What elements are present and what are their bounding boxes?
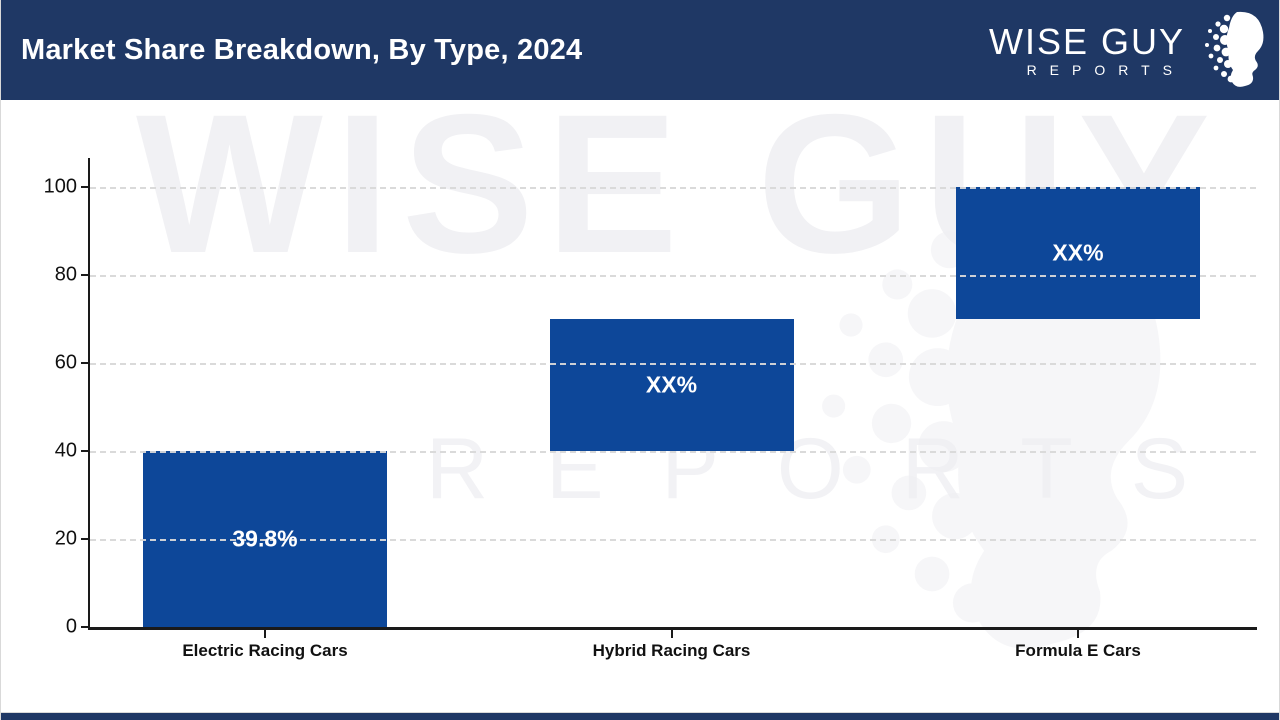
bar-2 bbox=[549, 319, 794, 451]
gridline-100 bbox=[90, 187, 1256, 189]
y-tick-mark-100 bbox=[81, 186, 88, 188]
y-tick-label-40: 40 bbox=[54, 439, 77, 462]
bottom-border bbox=[1, 712, 1279, 713]
y-tick-label-0: 0 bbox=[65, 615, 77, 638]
brand-logo-text: WISE GUY REPORTS bbox=[988, 20, 1185, 78]
brand-subname: REPORTS bbox=[1026, 61, 1185, 78]
page-title: Market Share Breakdown, By Type, 2024 bbox=[21, 33, 583, 66]
y-tick-mark-80 bbox=[81, 274, 88, 276]
y-tick-label-80: 80 bbox=[54, 263, 77, 286]
brand-name: WISE GUY bbox=[988, 20, 1185, 62]
gridline-20 bbox=[90, 539, 1256, 541]
brand-logo: WISE GUY REPORTS bbox=[988, 10, 1279, 90]
x-tick-mark-2 bbox=[670, 630, 673, 638]
footer-bar bbox=[1, 713, 1279, 720]
gridline-40 bbox=[90, 451, 1256, 453]
category-label-3: Formula E Cars bbox=[1015, 641, 1141, 660]
y-tick-label-100: 100 bbox=[43, 175, 77, 198]
y-axis-line bbox=[88, 158, 90, 629]
y-tick-mark-20 bbox=[81, 538, 88, 540]
category-label-2: Hybrid Racing Cars bbox=[592, 641, 751, 660]
x-tick-mark-3 bbox=[1077, 630, 1079, 638]
y-tick-label-20: 20 bbox=[54, 527, 77, 550]
head-profile-icon bbox=[1205, 11, 1264, 87]
x-tick-mark-1 bbox=[264, 630, 266, 638]
y-tick-mark-40 bbox=[81, 450, 88, 452]
bar-value-label-2: XX% bbox=[645, 371, 698, 398]
bar-value-label-1: 39.8% bbox=[232, 525, 298, 552]
y-tick-mark-60 bbox=[81, 362, 88, 364]
header-bar: Market Share Breakdown, By Type, 2024 WI… bbox=[1, 0, 1279, 100]
bar-value-label-3: XX% bbox=[1052, 239, 1104, 266]
gridline-80 bbox=[90, 275, 1256, 277]
x-axis-line bbox=[88, 627, 1257, 630]
y-tick-label-60: 60 bbox=[54, 351, 77, 374]
gridline-60 bbox=[90, 363, 1256, 365]
y-tick-mark-0 bbox=[81, 626, 88, 628]
category-label-1: Electric Racing Cars bbox=[182, 641, 348, 660]
